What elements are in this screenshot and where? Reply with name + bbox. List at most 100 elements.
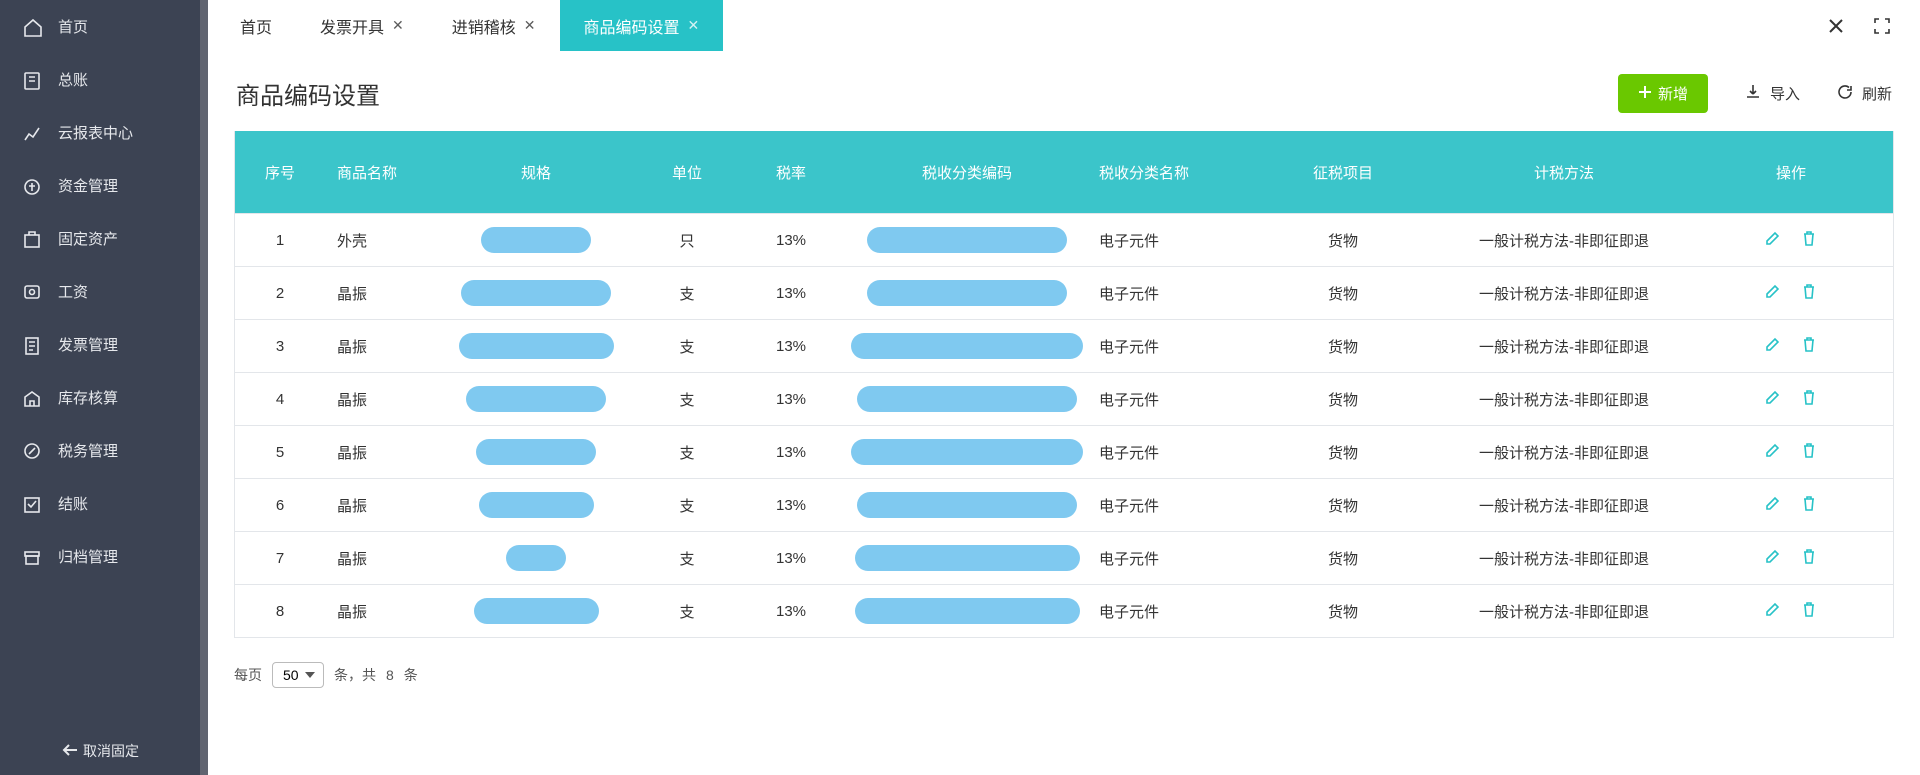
sidebar-scrollbar[interactable] [200, 0, 208, 775]
tabs-close-all-button[interactable] [1824, 14, 1848, 38]
edit-icon[interactable] [1764, 494, 1782, 516]
sidebar-item-label: 发票管理 [58, 334, 118, 355]
tab-close-icon[interactable]: ✕ [392, 17, 404, 34]
delete-icon[interactable] [1800, 282, 1818, 304]
tab-发票开具[interactable]: 发票开具 ✕ [296, 0, 428, 51]
table-row: 6晶振支13%电子元件货物一般计税方法-非即征即退 [235, 478, 1893, 531]
per-page-select[interactable]: 50 [272, 662, 324, 688]
cell-name: 晶振 [325, 426, 437, 478]
edit-icon[interactable] [1764, 229, 1782, 251]
cell-ops [1689, 214, 1893, 266]
cell-tax-item: 货物 [1247, 532, 1439, 584]
cell-spec [437, 532, 635, 584]
sidebar-item-label: 工资 [58, 281, 88, 302]
tab-商品编码设置[interactable]: 商品编码设置 ✕ [560, 0, 724, 51]
sidebar-item-label: 资金管理 [58, 175, 118, 196]
total-prefix: 条，共 [334, 665, 376, 685]
cell-rate: 13% [739, 585, 843, 637]
cell-ops [1689, 373, 1893, 425]
tab-close-icon[interactable]: ✕ [688, 17, 700, 34]
salary-icon [22, 282, 42, 302]
delete-icon[interactable] [1800, 547, 1818, 569]
tab-首页[interactable]: 首页 [216, 0, 296, 51]
sidebar-item-tax[interactable]: 税务管理 [0, 424, 200, 477]
cell-unit: 支 [635, 479, 739, 531]
cell-category-name: 电子元件 [1091, 320, 1247, 372]
import-label: 导入 [1770, 83, 1800, 104]
table-row: 3晶振支13%电子元件货物一般计税方法-非即征即退 [235, 319, 1893, 372]
cell-code [843, 214, 1091, 266]
products-table: 序号 商品名称 规格 单位 税率 税收分类编码 税收分类名称 征税项目 计税方法… [234, 131, 1894, 638]
add-button-label: 新增 [1658, 83, 1688, 104]
table-row: 5晶振支13%电子元件货物一般计税方法-非即征即退 [235, 425, 1893, 478]
delete-icon[interactable] [1800, 229, 1818, 251]
cell-unit: 支 [635, 320, 739, 372]
delete-icon[interactable] [1800, 388, 1818, 410]
redacted-code [857, 492, 1077, 518]
cell-rate: 13% [739, 214, 843, 266]
cell-spec [437, 585, 635, 637]
cell-index: 4 [235, 373, 325, 425]
edit-icon[interactable] [1764, 441, 1782, 463]
edit-icon[interactable] [1764, 335, 1782, 357]
sidebar-item-archive[interactable]: 归档管理 [0, 530, 200, 583]
cell-ops [1689, 267, 1893, 319]
redacted-code [867, 227, 1067, 253]
sidebar-item-ledger[interactable]: 总账 [0, 53, 200, 106]
th-catname: 税收分类名称 [1091, 131, 1247, 213]
cell-name: 晶振 [325, 373, 437, 425]
sidebar-item-home[interactable]: 首页 [0, 0, 200, 53]
delete-icon[interactable] [1800, 600, 1818, 622]
sidebar-item-label: 归档管理 [58, 546, 118, 567]
sidebar-item-label: 总账 [58, 69, 88, 90]
cell-unit: 只 [635, 214, 739, 266]
sidebar-item-invoice[interactable]: 发票管理 [0, 318, 200, 371]
tab-label: 发票开具 [320, 14, 384, 38]
cell-category-name: 电子元件 [1091, 479, 1247, 531]
sidebar-item-label: 税务管理 [58, 440, 118, 461]
delete-icon[interactable] [1800, 494, 1818, 516]
close-books-icon [22, 494, 42, 514]
edit-icon[interactable] [1764, 388, 1782, 410]
tab-close-icon[interactable]: ✕ [524, 17, 536, 34]
refresh-button[interactable]: 刷新 [1836, 83, 1892, 105]
edit-icon[interactable] [1764, 600, 1782, 622]
add-button[interactable]: 新增 [1618, 74, 1708, 113]
sidebar-item-report[interactable]: 云报表中心 [0, 106, 200, 159]
redacted-spec [474, 598, 599, 624]
sidebar-item-fund[interactable]: 资金管理 [0, 159, 200, 212]
ledger-icon [22, 70, 42, 90]
redacted-spec [476, 439, 596, 465]
sidebar-item-inventory[interactable]: 库存核算 [0, 371, 200, 424]
cell-unit: 支 [635, 426, 739, 478]
sidebar-item-salary[interactable]: 工资 [0, 265, 200, 318]
import-button[interactable]: 导入 [1744, 83, 1800, 105]
cell-category-name: 电子元件 [1091, 373, 1247, 425]
sidebar-unpin[interactable]: 取消固定 [0, 727, 200, 775]
total-suffix: 条 [404, 665, 418, 685]
tab-进销稽核[interactable]: 进销稽核 ✕ [428, 0, 560, 51]
table-row: 8晶振支13%电子元件货物一般计税方法-非即征即退 [235, 584, 1893, 637]
tabs-row: 首页发票开具 ✕进销稽核 ✕商品编码设置 ✕ [208, 0, 1920, 52]
delete-icon[interactable] [1800, 441, 1818, 463]
cell-rate: 13% [739, 479, 843, 531]
cell-category-name: 电子元件 [1091, 585, 1247, 637]
cell-method: 一般计税方法-非即征即退 [1439, 267, 1689, 319]
cell-spec [437, 479, 635, 531]
cell-code [843, 585, 1091, 637]
redacted-spec [466, 386, 606, 412]
edit-icon[interactable] [1764, 547, 1782, 569]
sidebar-item-asset[interactable]: 固定资产 [0, 212, 200, 265]
cell-index: 1 [235, 214, 325, 266]
delete-icon[interactable] [1800, 335, 1818, 357]
edit-icon[interactable] [1764, 282, 1782, 304]
sidebar-item-close-books[interactable]: 结账 [0, 477, 200, 530]
fullscreen-button[interactable] [1870, 14, 1894, 38]
cell-code [843, 373, 1091, 425]
th-unit: 单位 [635, 131, 739, 213]
plus-icon [1638, 85, 1652, 103]
inventory-icon [22, 388, 42, 408]
sidebar-item-label: 首页 [58, 16, 88, 37]
redacted-code [855, 598, 1080, 624]
cell-category-name: 电子元件 [1091, 426, 1247, 478]
